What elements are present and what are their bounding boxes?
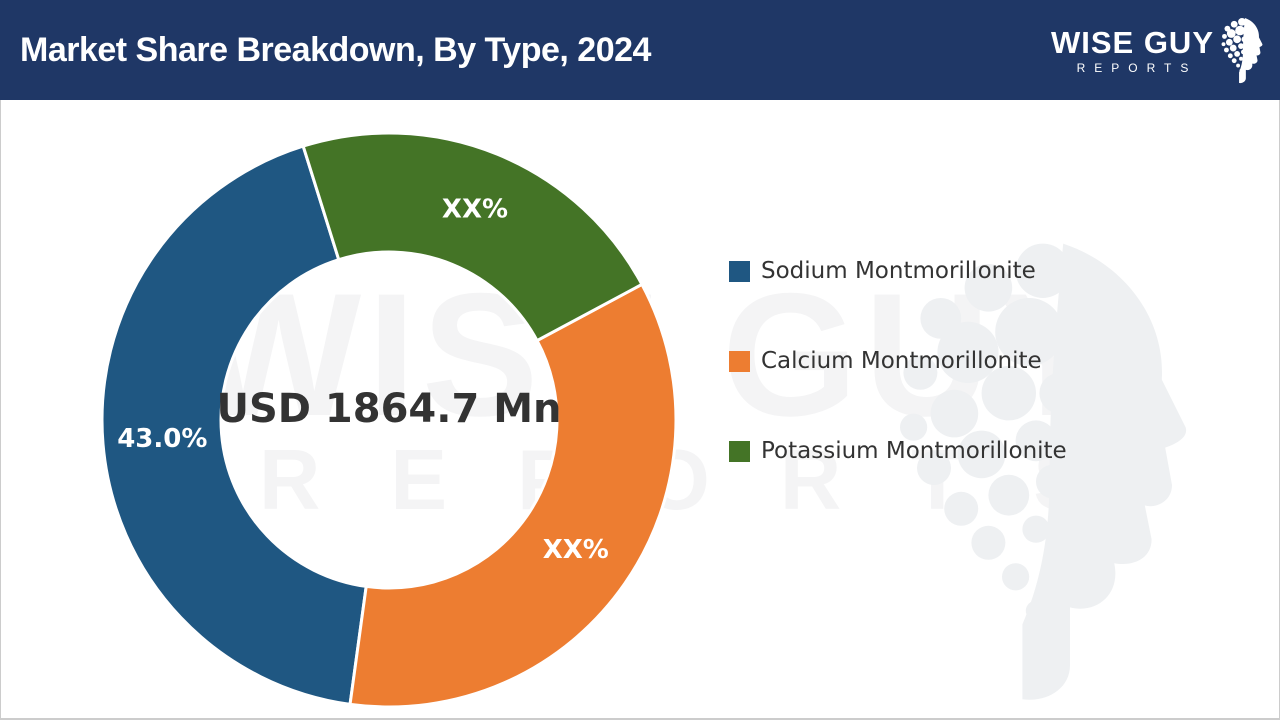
chart-center-value: USD 1864.7 Mn (216, 386, 562, 432)
logo-wordmark: WISE GUY (1050, 24, 1214, 60)
pie-slice-calcium (348, 282, 678, 709)
legend-item: Potassium Montmorillonite (729, 436, 1067, 466)
logo-head-icon (1221, 17, 1263, 84)
legend-label: Potassium Montmorillonite (761, 438, 1067, 464)
legend-item: Sodium Montmorillonite (729, 256, 1067, 286)
pie-slice-potassium (301, 131, 644, 343)
slice-label: XX% (543, 535, 609, 565)
legend-swatch-icon (729, 260, 750, 282)
slice-label: XX% (442, 194, 508, 224)
legend-label: Sodium Montmorillonite (761, 258, 1036, 284)
logo-text: WISE GUY REPORTS (1051, 27, 1214, 74)
page-title: Market Share Breakdown, By Type, 2024 (20, 30, 651, 69)
legend-label: Calcium Montmorillonite (761, 348, 1042, 374)
wise-guy-reports-logo: WISE GUY REPORTS (1051, 16, 1266, 84)
chart-canvas: WISE GUY REPORTS 43.0% XX% XX% USD 1864.7 … (0, 100, 1280, 720)
logo-subtitle: REPORTS (1076, 60, 1198, 75)
legend-item: Calcium Montmorillonite (729, 346, 1067, 376)
chart-legend: Sodium Montmorillonite Calcium Montmorill… (729, 256, 1067, 526)
legend-swatch-icon (729, 350, 750, 372)
header-bar: Market Share Breakdown, By Type, 2024 WI… (0, 0, 1280, 100)
slice-label: 43.0% (117, 424, 207, 454)
pie-slice-sodium (100, 144, 368, 707)
legend-swatch-icon (729, 440, 750, 462)
donut-chart: 43.0% XX% XX% (100, 131, 678, 709)
